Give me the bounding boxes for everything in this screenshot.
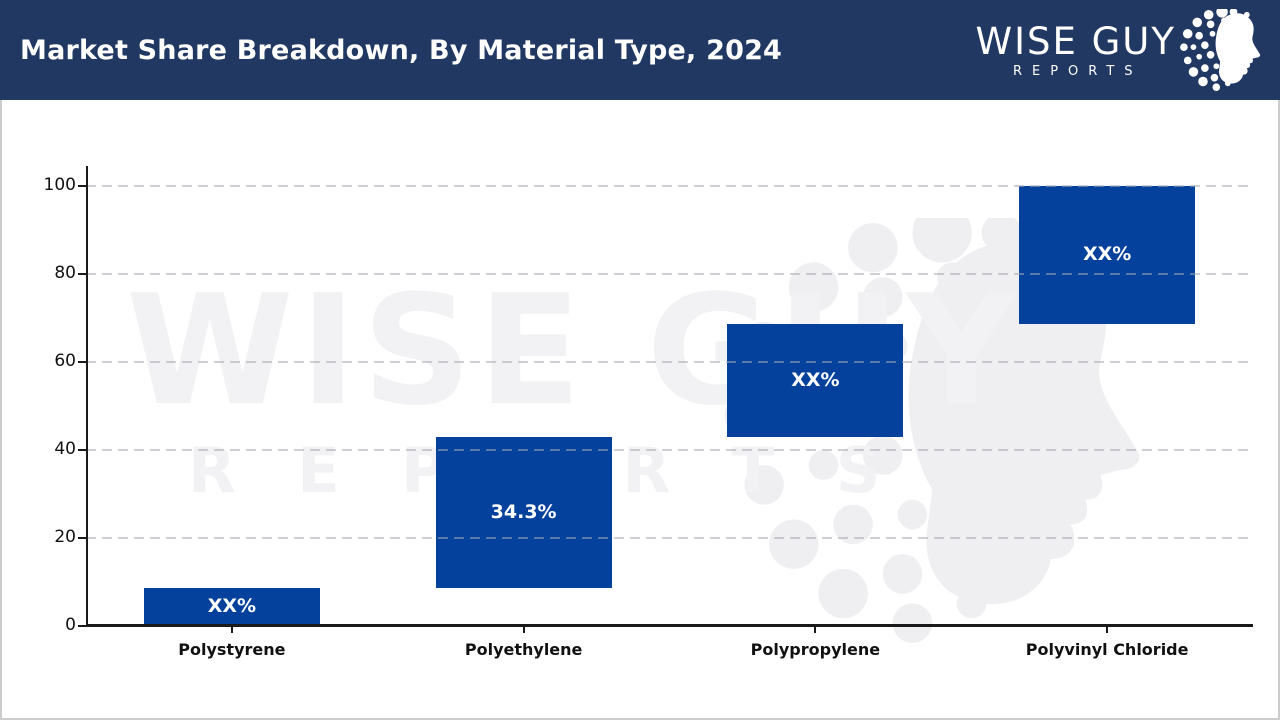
x-tick-mark xyxy=(814,627,817,633)
category-label: Polyvinyl Chloride xyxy=(1025,640,1189,659)
x-axis-line xyxy=(86,624,1253,627)
logo-text: WISE GUY REPORTS xyxy=(975,19,1176,79)
waterfall-bar xyxy=(727,324,904,438)
bar-value-label: 34.3% xyxy=(490,500,557,523)
dotted-face-icon xyxy=(1180,9,1266,91)
y-tick-label: 60 xyxy=(54,351,76,371)
bar-value-label: XX% xyxy=(207,595,257,618)
gridline xyxy=(86,361,1253,363)
y-tick-mark xyxy=(78,449,86,451)
x-tick-mark xyxy=(1106,627,1109,633)
bar-value-label: XX% xyxy=(791,368,840,391)
bar-value-label: XX% xyxy=(1082,243,1132,266)
y-tick-label: 100 xyxy=(43,175,76,195)
y-tick-label: 40 xyxy=(54,439,76,459)
waterfall-bar xyxy=(1019,186,1196,325)
y-tick-mark xyxy=(78,361,86,363)
y-tick-label: 20 xyxy=(54,527,76,547)
category-label: Polypropylene xyxy=(750,640,881,659)
x-tick-mark xyxy=(230,627,233,633)
category-label: Polyethylene xyxy=(464,640,583,659)
gridline xyxy=(86,537,1253,539)
waterfall-bar xyxy=(435,437,612,589)
y-tick-mark xyxy=(78,185,86,187)
brand-logo: WISE GUY REPORTS xyxy=(976,9,1266,91)
gridline xyxy=(86,185,1253,187)
y-tick-label: 80 xyxy=(54,263,76,283)
y-axis-line xyxy=(86,166,88,627)
category-label: Polystyrene xyxy=(178,640,286,659)
gridline xyxy=(86,273,1253,275)
page-title: Market Share Breakdown, By Material Type… xyxy=(20,34,783,66)
logo-subtext: REPORTS xyxy=(1012,63,1143,79)
y-tick-mark xyxy=(78,273,86,275)
gridline xyxy=(86,449,1253,451)
x-tick-mark xyxy=(522,627,525,633)
y-tick-mark xyxy=(78,625,86,627)
waterfall-bar xyxy=(143,588,320,626)
header-bar: Market Share Breakdown, By Material Type… xyxy=(0,0,1280,100)
logo-wordmark: WISE GUY xyxy=(975,19,1176,63)
y-tick-mark xyxy=(78,537,86,539)
y-tick-label: 0 xyxy=(65,615,76,635)
